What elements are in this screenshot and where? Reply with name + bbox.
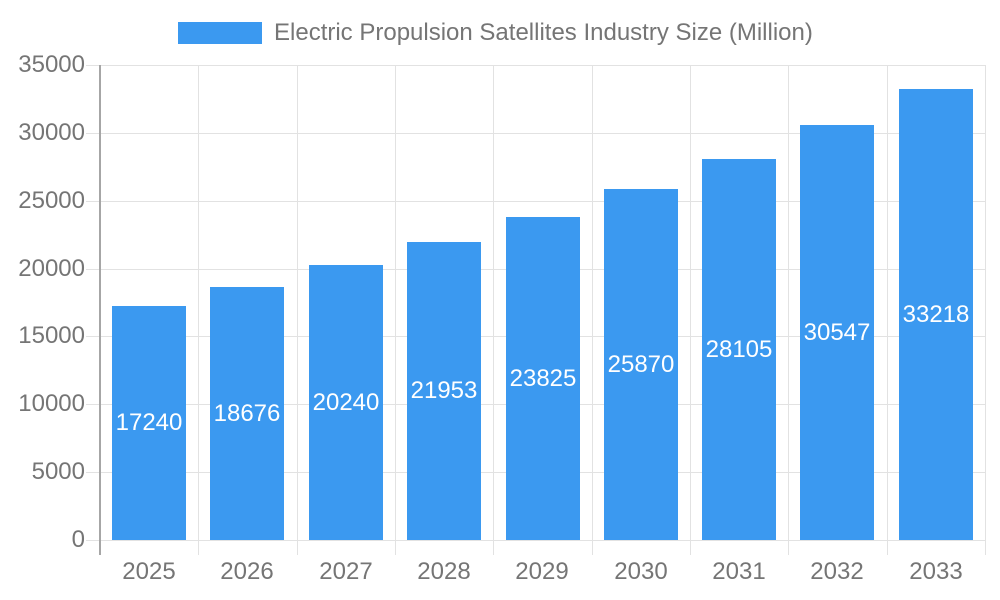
y-gridline [86, 133, 985, 134]
bar-2025[interactable]: 17240 [112, 306, 186, 540]
y-axis-tick-label: 5000 [31, 458, 85, 485]
bar-value-label: 20240 [312, 388, 380, 416]
x-gridline [690, 65, 691, 555]
bar-2027[interactable]: 20240 [309, 265, 383, 540]
x-gridline [985, 65, 986, 555]
bar-2029[interactable]: 23825 [506, 217, 580, 540]
x-gridline [592, 65, 593, 555]
x-gridline [788, 65, 789, 555]
x-axis-tick-label: 2028 [417, 558, 471, 585]
bar-value-label: 30547 [803, 318, 871, 346]
legend-label: Electric Propulsion Satellites Industry … [274, 19, 813, 46]
y-gridline [86, 201, 985, 202]
y-axis-tick-label: 30000 [18, 119, 85, 146]
y-axis-tick-label: 35000 [18, 51, 85, 78]
bar-2031[interactable]: 28105 [702, 159, 776, 540]
x-gridline [395, 65, 396, 555]
y-axis-tick-label: 25000 [18, 187, 85, 214]
x-axis-tick-label: 2032 [810, 558, 864, 585]
bar-value-label: 21953 [410, 377, 478, 404]
bar-value-label: 33218 [902, 300, 970, 328]
x-axis-tick-label: 2027 [319, 558, 373, 585]
y-axis-tick-label: 0 [71, 526, 85, 553]
x-gridline [198, 65, 199, 555]
y-axis-line [99, 65, 101, 555]
y-gridline [86, 540, 985, 541]
x-axis-tick-label: 2029 [515, 558, 569, 585]
x-axis-tick-label: 2030 [614, 558, 668, 585]
bar-value-label: 23825 [509, 364, 577, 392]
y-axis-tick-label: 10000 [18, 390, 85, 417]
x-gridline [887, 65, 888, 555]
bar-2028[interactable]: 21953 [407, 242, 481, 540]
x-axis-tick-label: 2026 [220, 558, 274, 585]
legend-item[interactable]: Electric Propulsion Satellites Industry … [178, 19, 813, 46]
bar-value-label: 17240 [115, 409, 183, 436]
bar-2033[interactable]: 33218 [899, 89, 973, 540]
bar-value-label: 25870 [607, 350, 675, 378]
x-axis-tick-label: 2025 [122, 558, 176, 585]
y-axis-tick-label: 20000 [18, 255, 85, 282]
bar-2026[interactable]: 18676 [210, 287, 284, 540]
y-gridline [86, 65, 985, 66]
x-axis-tick-label: 2033 [909, 558, 963, 585]
bar-2030[interactable]: 25870 [604, 189, 678, 540]
bar-value-label: 18676 [213, 399, 281, 427]
x-axis-tick-label: 2031 [712, 558, 766, 585]
legend-swatch-icon [178, 22, 262, 44]
x-gridline [493, 65, 494, 555]
x-gridline [297, 65, 298, 555]
y-axis-tick-label: 15000 [18, 322, 85, 349]
bar-2032[interactable]: 30547 [800, 125, 874, 540]
bar-value-label: 28105 [705, 335, 773, 363]
